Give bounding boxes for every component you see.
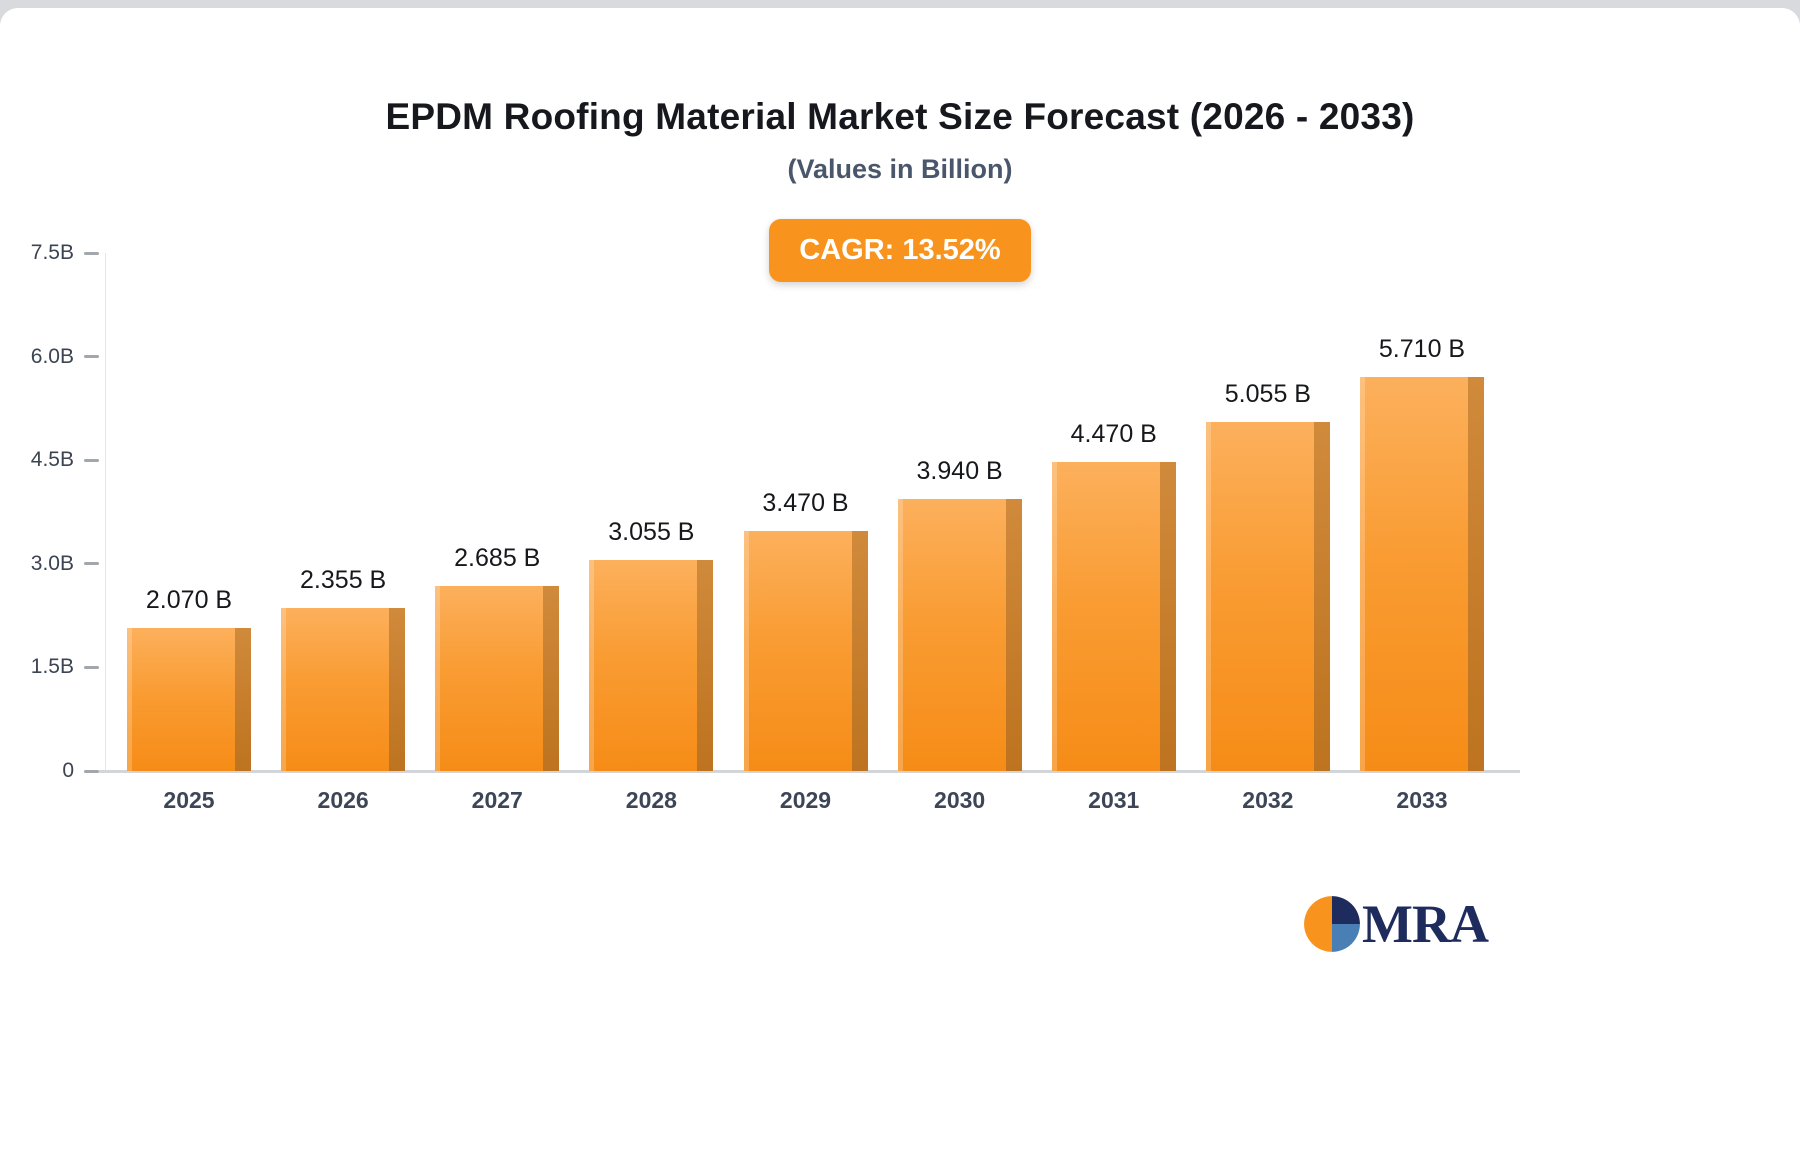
plot-area: 0 1.5B 3.0B 4.5B 6.0B 7.5B 2.070 B 2.355 B 2.68…	[31, 241, 1520, 813]
bar-2028	[589, 560, 714, 771]
bar-2025	[127, 628, 251, 771]
mra-logo: MRA	[1303, 893, 1489, 955]
y-axis-tick-label: 4.5B	[30, 448, 74, 472]
x-axis-line	[99, 770, 1520, 773]
x-axis-label-2028: 2028	[625, 787, 677, 813]
y-axis-tick-label: 0	[62, 759, 74, 782]
bar-2033	[1360, 376, 1484, 772]
bar-value-label-2028: 3.055 B	[608, 518, 695, 547]
bar-2027	[435, 585, 560, 772]
bar-2032	[1205, 421, 1330, 772]
bar-group-2027: 2.685 B	[421, 253, 573, 772]
cagr-badge-row: CAGR: 13.52%	[0, 219, 1800, 282]
bar-group-2033: 5.710 B	[1346, 253, 1498, 772]
x-axis-label-2030: 2030	[934, 787, 986, 813]
y-axis-tick-label: 1.5B	[30, 655, 74, 679]
bar-value-label-2025: 2.070 B	[145, 586, 233, 615]
bar-2026	[281, 608, 406, 771]
x-axis-label-2025: 2025	[163, 787, 215, 813]
x-axis-label-2033: 2033	[1396, 787, 1448, 813]
x-axis-label-2031: 2031	[1088, 787, 1140, 813]
y-axis-tick-label: 3.0B	[30, 551, 74, 575]
y-axis-tick-mark	[84, 355, 99, 359]
y-axis-tick-7.5B: 7.5B	[26, 241, 105, 265]
chart-title: EPDM Roofing Material Market Size Foreca…	[385, 96, 1415, 137]
y-axis-tick-mark	[84, 251, 99, 255]
bar-group-2031: 4.470 B	[1038, 253, 1190, 771]
bar-2031	[1051, 462, 1176, 771]
bar-group-2029: 3.470 B	[730, 253, 882, 771]
cagr-badge: CAGR: 13.52%	[769, 219, 1031, 282]
y-axis-tick-0: 0	[26, 759, 105, 783]
x-axis-label-2032: 2032	[1242, 787, 1294, 813]
bar-group-2028: 3.055 B	[575, 253, 727, 771]
y-axis-tick-label: 6.0B	[30, 344, 74, 368]
y-axis-tick-mark	[84, 665, 99, 669]
y-axis-tick-3.0B: 3.0B	[26, 552, 105, 576]
bar-value-label-2030: 3.940 B	[916, 456, 1003, 485]
bar-group-2032: 5.055 B	[1192, 253, 1344, 772]
x-axis-label-2026: 2026	[317, 787, 369, 813]
y-axis-tick-1.5B: 1.5B	[26, 655, 105, 679]
bar-value-label-2031: 4.470 B	[1070, 420, 1157, 449]
x-axis-label-2029: 2029	[779, 787, 832, 813]
y-axis-tick-label: 7.5B	[30, 241, 74, 264]
x-axis-labels: 2025 2026 2027 2028 2029 2030 2031 2032 2033	[105, 787, 1518, 814]
chart-header: EPDM Roofing Material Market Size Foreca…	[0, 8, 1800, 282]
y-axis-tick-mark	[84, 458, 99, 462]
bar-value-label-2029: 3.470 B	[762, 489, 849, 518]
y-axis-tick-mark	[84, 562, 99, 566]
bar-2029	[743, 531, 868, 771]
y-axis-tick-6.0B: 6.0B	[26, 345, 105, 369]
bar-value-label-2027: 2.685 B	[454, 543, 541, 572]
bar-group-2026: 2.355 B	[267, 253, 419, 771]
y-axis-tick-4.5B: 4.5B	[26, 448, 105, 472]
bars-row: 2.070 B 2.355 B 2.685 B 3.055 B 3.470 B 3.940…	[105, 253, 1518, 772]
chart-subtitle: (Values in Billion)	[787, 154, 1013, 184]
y-axis-line	[105, 253, 106, 771]
bar-2030	[897, 498, 1022, 772]
bar-group-2030: 3.940 B	[884, 253, 1036, 772]
chart-card: EPDM Roofing Material Market Size Foreca…	[0, 8, 1800, 1156]
y-axis-tick-mark	[84, 769, 99, 773]
bar-value-label-2032: 5.055 B	[1224, 379, 1311, 408]
bar-value-label-2026: 2.355 B	[300, 566, 387, 595]
bar-group-2025: 2.070 B	[113, 253, 265, 771]
x-axis-label-2027: 2027	[471, 787, 523, 813]
mra-logo-text: MRA	[1362, 894, 1489, 954]
bar-value-label-2033: 5.710 B	[1378, 334, 1466, 363]
mra-logo-icon	[1304, 896, 1360, 952]
